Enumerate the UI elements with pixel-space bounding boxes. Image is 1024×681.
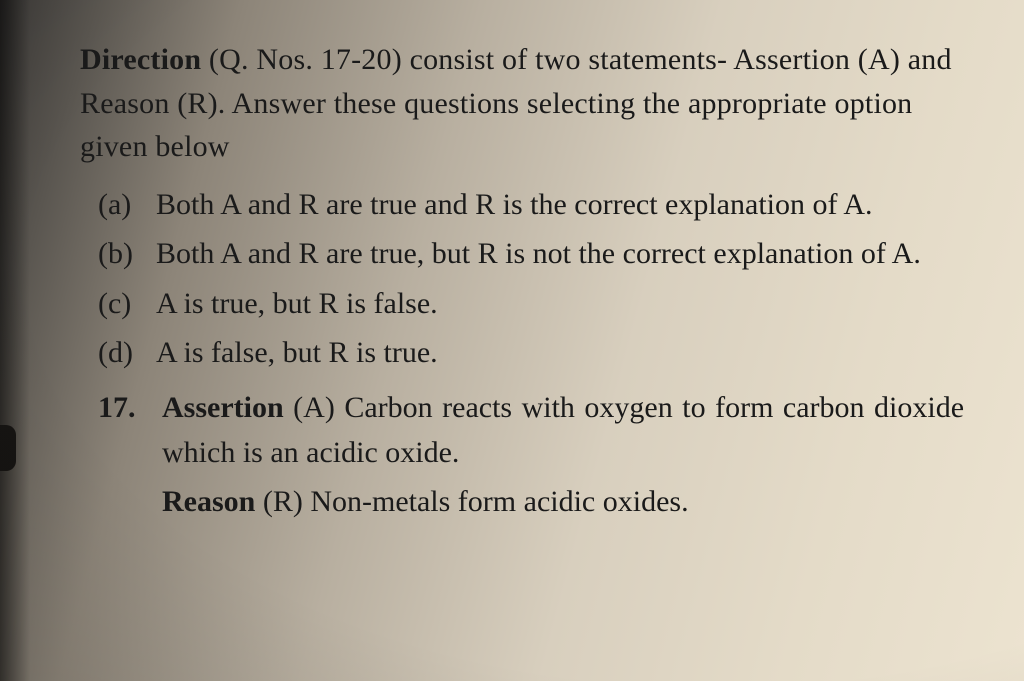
scanned-page: Direction (Q. Nos. 17-20) consist of two… (0, 0, 1024, 681)
option-text: Both A and R are true and R is the corre… (156, 183, 964, 227)
option-b: (b) Both A and R are true, but R is not … (98, 232, 964, 276)
direction-paragraph: Direction (Q. Nos. 17-20) consist of two… (80, 38, 964, 169)
assertion-label: Assertion (162, 391, 284, 424)
assertion-body: Assertion (A) Carbon reacts with oxygen … (162, 385, 964, 475)
reason-paren: (R) (263, 485, 303, 518)
option-text: A is true, but R is false. (156, 282, 964, 326)
reason-label: Reason (162, 485, 255, 518)
option-a: (a) Both A and R are true and R is the c… (98, 183, 964, 227)
question-number: 17. (98, 385, 162, 475)
option-text: A is false, but R is true. (156, 331, 964, 375)
option-label: (c) (98, 282, 156, 326)
direction-bold: Direction (80, 43, 201, 76)
question-17: 17. Assertion (A) Carbon reacts with oxy… (98, 385, 964, 475)
assertion-paren: (A) (293, 391, 335, 424)
options-block: (a) Both A and R are true and R is the c… (98, 183, 964, 375)
direction-text: (Q. Nos. 17-20) consist of two statement… (80, 43, 952, 163)
reason-text: Non-metals form acidic oxides. (303, 485, 689, 518)
reason-line: Reason (R) Non-metals form acidic oxides… (162, 479, 964, 524)
page-notch (0, 425, 16, 471)
option-d: (d) A is false, but R is true. (98, 331, 964, 375)
option-label: (a) (98, 183, 156, 227)
option-c: (c) A is true, but R is false. (98, 282, 964, 326)
option-label: (d) (98, 331, 156, 375)
option-text: Both A and R are true, but R is not the … (156, 232, 964, 276)
option-label: (b) (98, 232, 156, 276)
